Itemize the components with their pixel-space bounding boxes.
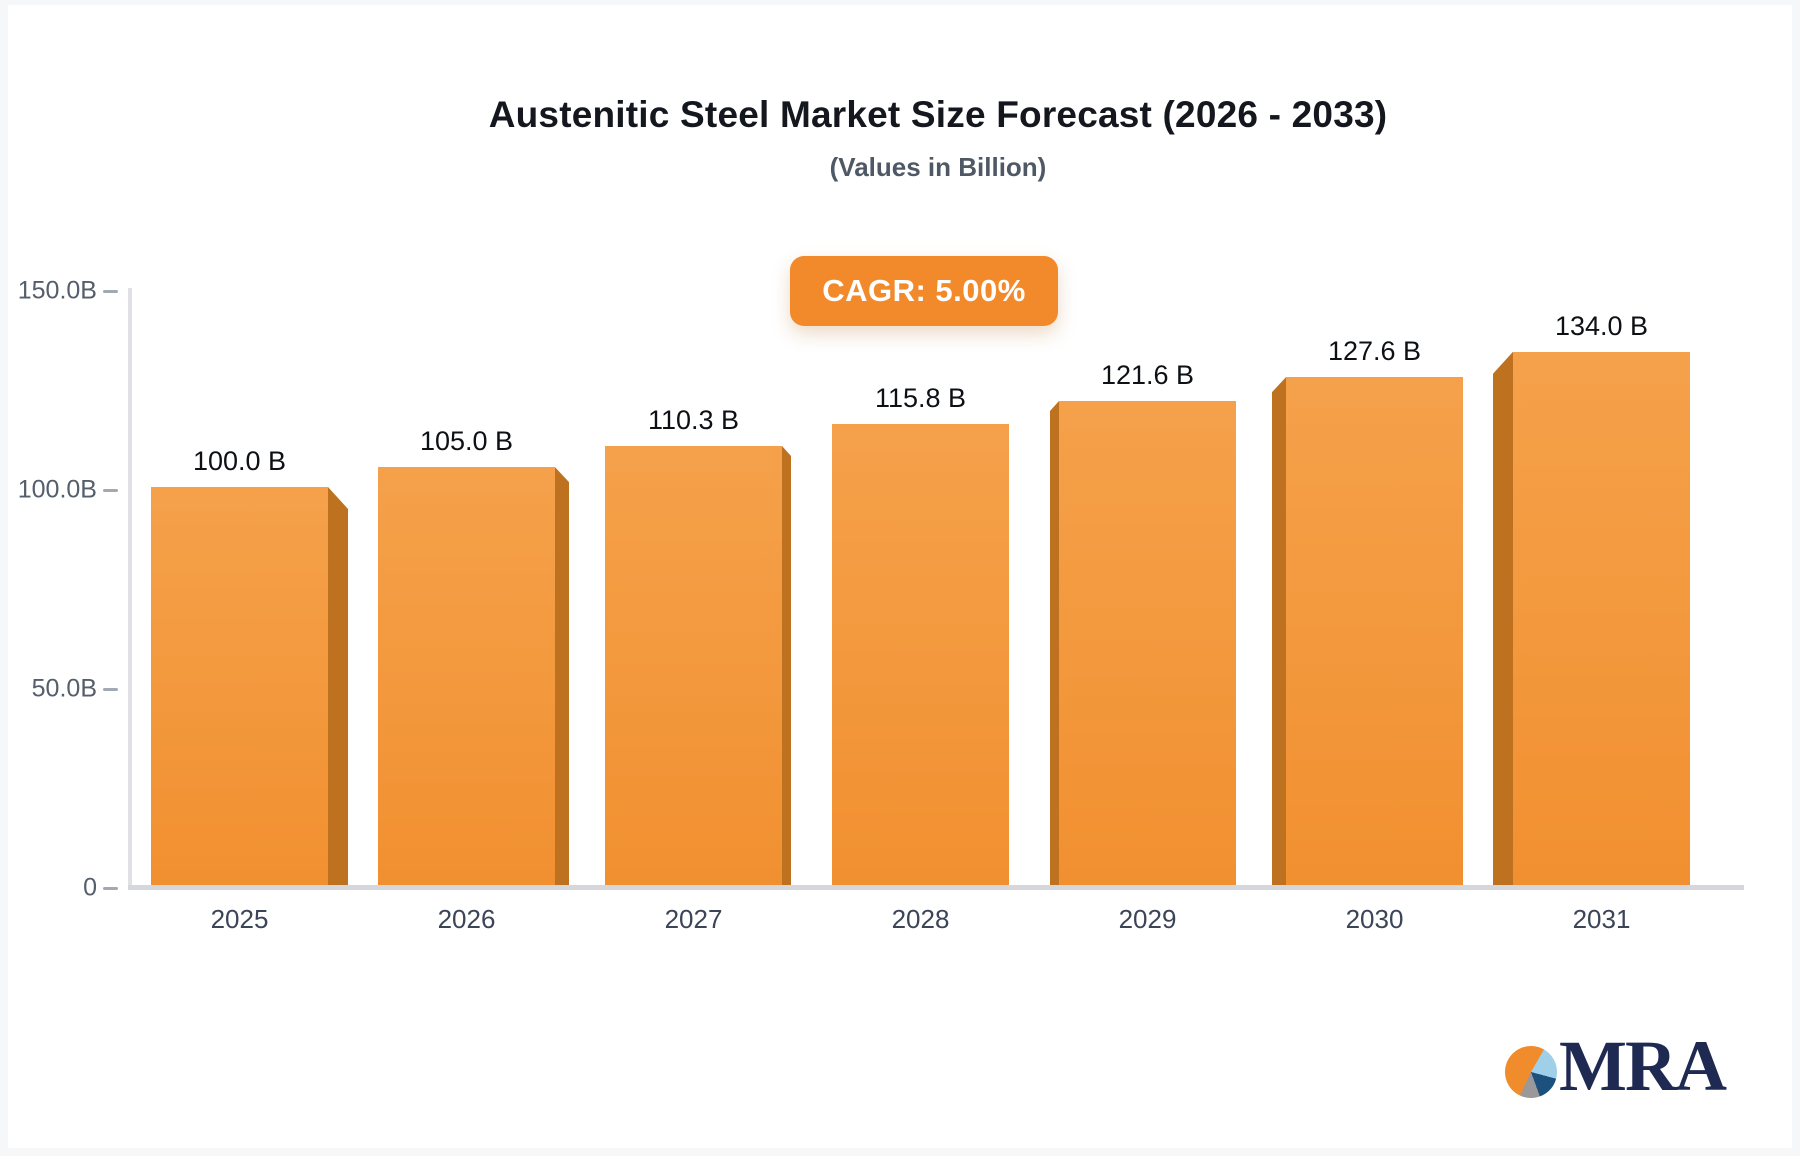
y-axis-tick-label: 150.0B bbox=[17, 276, 97, 305]
bar-value-label: 105.0 B bbox=[419, 426, 514, 457]
bar-2025[interactable] bbox=[151, 487, 328, 885]
bar-2029-side-face bbox=[1050, 401, 1059, 885]
y-axis-line bbox=[128, 288, 132, 888]
bar-2025-side-face bbox=[328, 487, 348, 885]
chart-header: Austenitic Steel Market Size Forecast (2… bbox=[132, 94, 1744, 183]
x-axis-label-2029: 2029 bbox=[1118, 904, 1177, 934]
bar-value-label: 100.0 B bbox=[192, 446, 287, 476]
pie-chart-icon bbox=[1505, 1046, 1557, 1098]
bar-2030-side-face bbox=[1272, 377, 1286, 885]
bar-2029[interactable] bbox=[1059, 401, 1236, 885]
bar-value-label: 110.3 B bbox=[647, 405, 740, 436]
bar-2026-side-face bbox=[555, 467, 569, 885]
x-axis-label-2026: 2026 bbox=[437, 904, 496, 934]
y-axis-tick-mark bbox=[103, 290, 118, 293]
bar-2027-side-face bbox=[782, 446, 791, 885]
y-axis-tick-mark bbox=[103, 489, 118, 492]
y-axis-tick-label: 100.0B bbox=[17, 475, 97, 504]
x-axis-label-2030: 2030 bbox=[1345, 904, 1404, 934]
x-axis-label-2027: 2027 bbox=[664, 904, 723, 934]
mra-logo: MRA bbox=[1505, 1026, 1727, 1106]
bar-value-label: 115.8 B bbox=[874, 383, 967, 414]
y-axis-tick-label: 50.0B bbox=[31, 674, 97, 703]
cagr-badge: CAGR: 5.00% bbox=[790, 256, 1058, 326]
bar-2031[interactable] bbox=[1513, 351, 1690, 885]
chart-subtitle: (Values in Billion) bbox=[829, 152, 1047, 182]
bar-2027[interactable] bbox=[605, 446, 782, 885]
bar-2030[interactable] bbox=[1286, 377, 1463, 885]
bar-2028[interactable] bbox=[832, 424, 1009, 885]
x-axis-label-2031: 2031 bbox=[1572, 904, 1631, 934]
bar-value-label: 127.6 B bbox=[1327, 336, 1422, 367]
logo-text: MRA bbox=[1559, 1026, 1727, 1106]
bar-value-label: 134.0 B bbox=[1554, 310, 1649, 341]
bar-2031-side-face bbox=[1493, 351, 1513, 885]
chart-title: Austenitic Steel Market Size Forecast (2… bbox=[488, 94, 1388, 135]
x-axis-line bbox=[128, 885, 1744, 890]
bar-value-label: 121.6 B bbox=[1100, 360, 1195, 391]
y-axis-tick-mark bbox=[103, 688, 118, 691]
y-axis-tick-mark bbox=[103, 887, 118, 890]
x-axis-label-2028: 2028 bbox=[891, 904, 950, 934]
bar-2026[interactable] bbox=[378, 467, 555, 885]
plot-area: 0 50.0B 100.0B 150.0B 100.0 B 2025 105.0 B 2026… bbox=[18, 277, 1744, 934]
y-axis-tick-label: 0 bbox=[83, 873, 97, 902]
x-axis-label-2025: 2025 bbox=[210, 904, 269, 934]
